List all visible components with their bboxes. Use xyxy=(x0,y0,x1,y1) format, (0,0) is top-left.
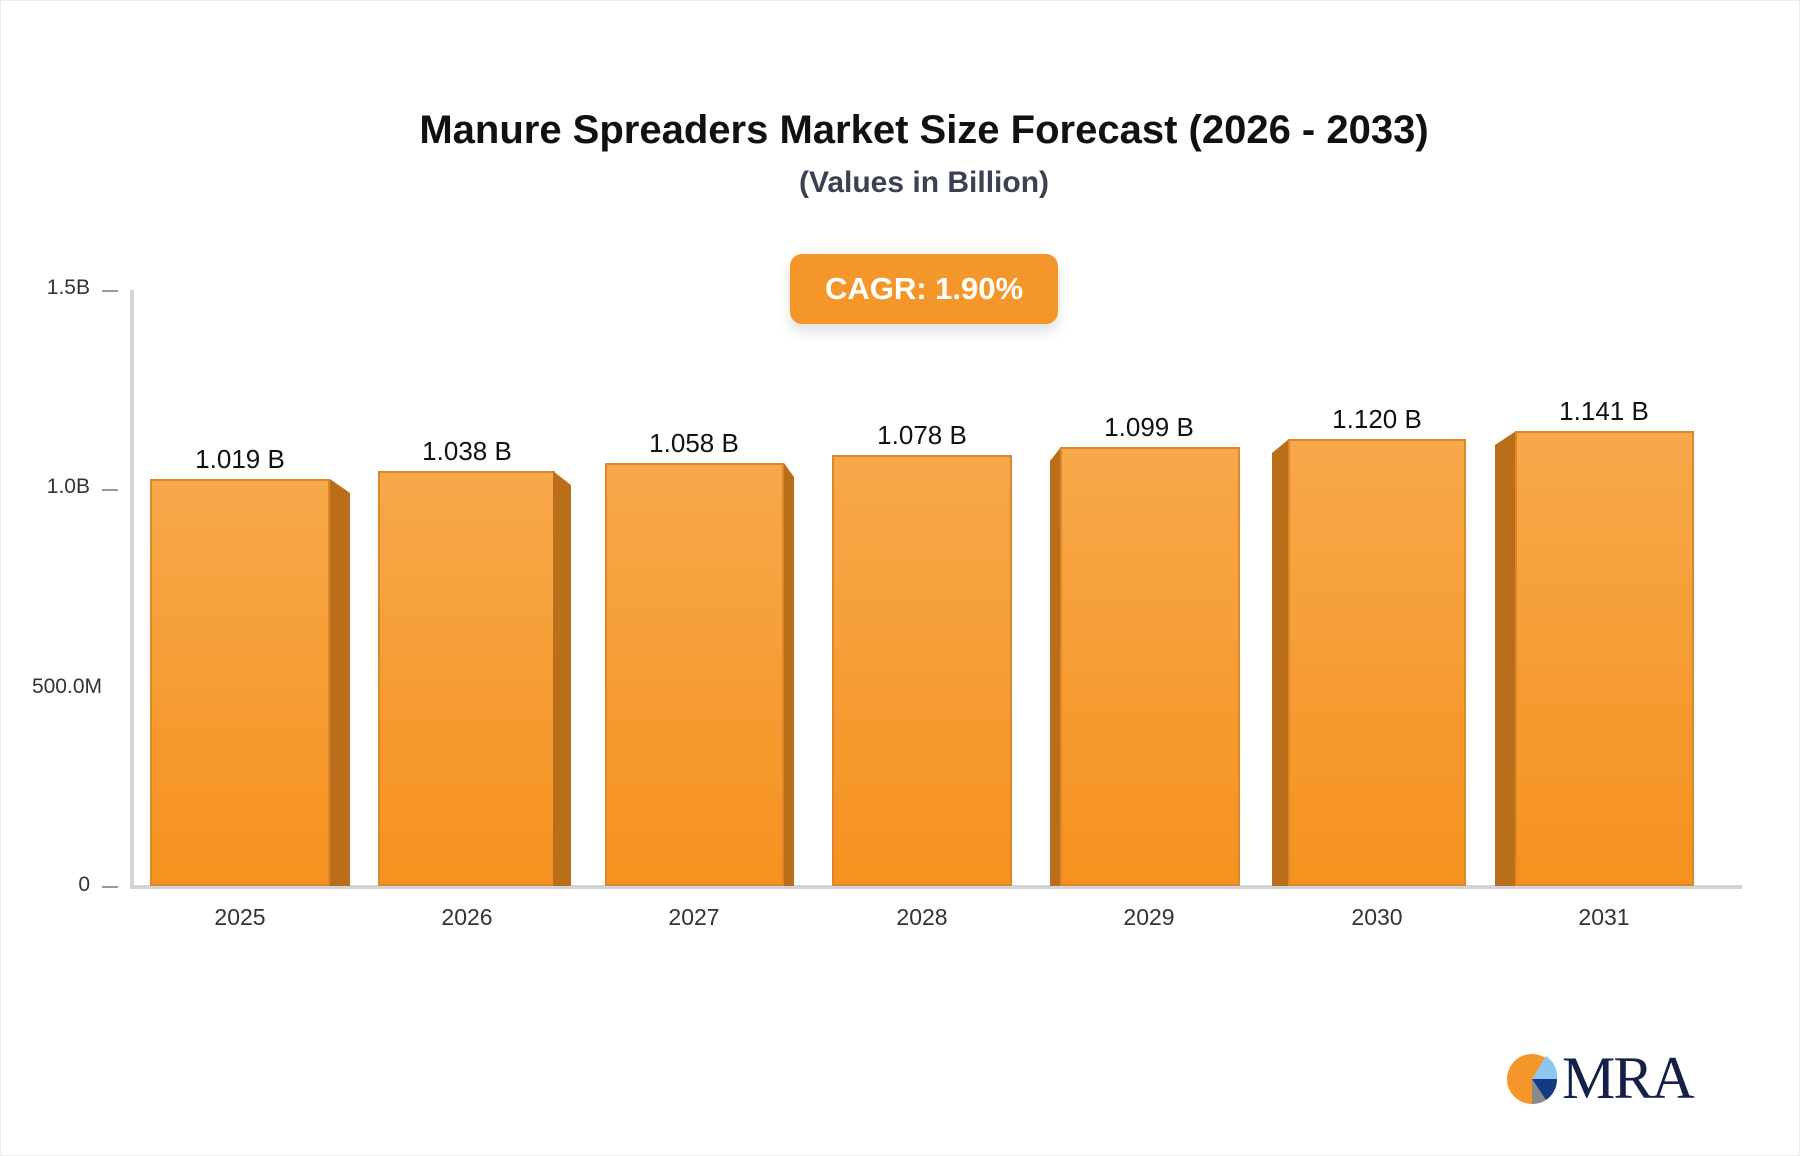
mra-logo: MRA xyxy=(1506,1044,1695,1113)
value-label: 1.019 B xyxy=(195,444,285,474)
x-tick-label: 2029 xyxy=(1123,904,1175,930)
logo-text: MRA xyxy=(1562,1045,1695,1111)
bar-2026 xyxy=(378,471,571,886)
x-axis xyxy=(130,885,1742,889)
chart-subtitle: (Values in Billion) xyxy=(798,166,1050,199)
x-tick-label: 2030 xyxy=(1351,904,1403,930)
cagr-badge: CAGR: 1.90% xyxy=(790,254,1058,324)
x-tick-label: 2027 xyxy=(668,904,720,930)
chart-title: Manure Spreaders Market Size Forecast (2… xyxy=(419,108,1429,152)
y-tick xyxy=(102,886,118,888)
pie-logo-icon xyxy=(1507,1053,1558,1104)
y-axis xyxy=(130,290,134,888)
bar-2028 xyxy=(832,455,1012,886)
bar-2029 xyxy=(1050,447,1240,886)
value-label: 1.058 B xyxy=(649,428,739,458)
value-label: 1.078 B xyxy=(877,420,967,450)
y-tick-label: 0 xyxy=(78,873,90,896)
value-label: 1.038 B xyxy=(422,436,512,466)
y-tick xyxy=(102,489,118,491)
y-tick xyxy=(102,290,118,292)
y-tick-label: 1.5B xyxy=(46,276,90,299)
y-tick-label: 500.0M xyxy=(31,675,102,698)
x-tick-label: 2031 xyxy=(1578,904,1630,930)
x-tick-label: 2025 xyxy=(214,904,266,930)
bar-2031 xyxy=(1495,431,1694,886)
x-tick-label: 2026 xyxy=(441,904,493,930)
y-tick-label: 1.0B xyxy=(46,475,90,498)
bar-2025 xyxy=(150,479,350,886)
value-label: 1.141 B xyxy=(1559,396,1649,426)
bar-2027 xyxy=(605,463,794,886)
value-label: 1.099 B xyxy=(1104,412,1194,442)
value-label: 1.120 B xyxy=(1332,404,1422,434)
x-tick-label: 2028 xyxy=(896,904,948,930)
bar-2030 xyxy=(1272,439,1466,886)
